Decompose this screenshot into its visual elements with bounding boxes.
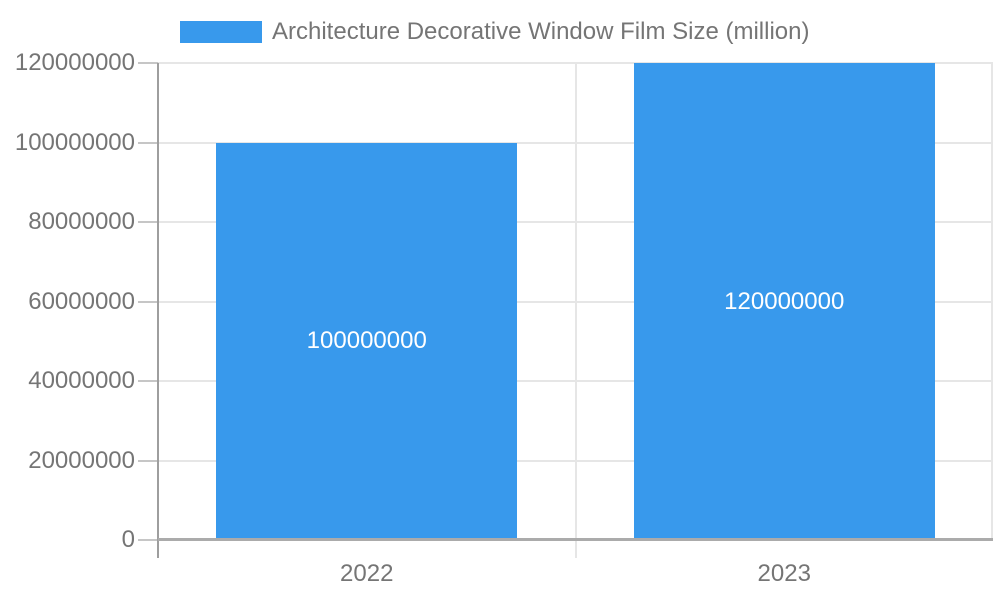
legend-swatch-icon: [180, 21, 262, 43]
y-axis-tick-label: 100000000: [14, 128, 135, 156]
bar-value-label: 120000000: [724, 287, 845, 315]
category-separator-gridline: [574, 63, 577, 558]
y-axis-tick-label: 60000000: [28, 287, 135, 315]
y-tick-mark: [138, 380, 158, 382]
y-axis-tick-label: 80000000: [28, 208, 135, 235]
y-axis-tick-label: 0: [121, 526, 135, 553]
chart-legend: Architecture Decorative Window Film Size…: [180, 16, 809, 48]
y-tick-mark: [138, 62, 158, 64]
y-tick-mark: [138, 459, 158, 462]
plot-right-border: [991, 63, 993, 540]
y-tick-mark: [138, 539, 158, 541]
y-axis-tick-label: 120000000: [14, 49, 135, 76]
y-tick-mark: [138, 141, 158, 144]
y-tick-mark: [138, 221, 158, 223]
bar-2023: [633, 63, 935, 539]
x-axis-tick-label: 2023: [757, 560, 811, 587]
y-axis-tick-label: 40000000: [28, 367, 135, 394]
bar-2022: [216, 142, 518, 539]
legend-label: Architecture Decorative Window Film Size…: [272, 18, 810, 45]
y-axis-tick-label: 20000000: [28, 446, 135, 474]
x-axis-baseline: [158, 538, 993, 541]
y-tick-mark: [138, 300, 158, 303]
y-axis-line: [157, 63, 159, 558]
x-axis-tick-label: 2022: [340, 560, 394, 587]
bar-value-label: 100000000: [306, 327, 427, 355]
